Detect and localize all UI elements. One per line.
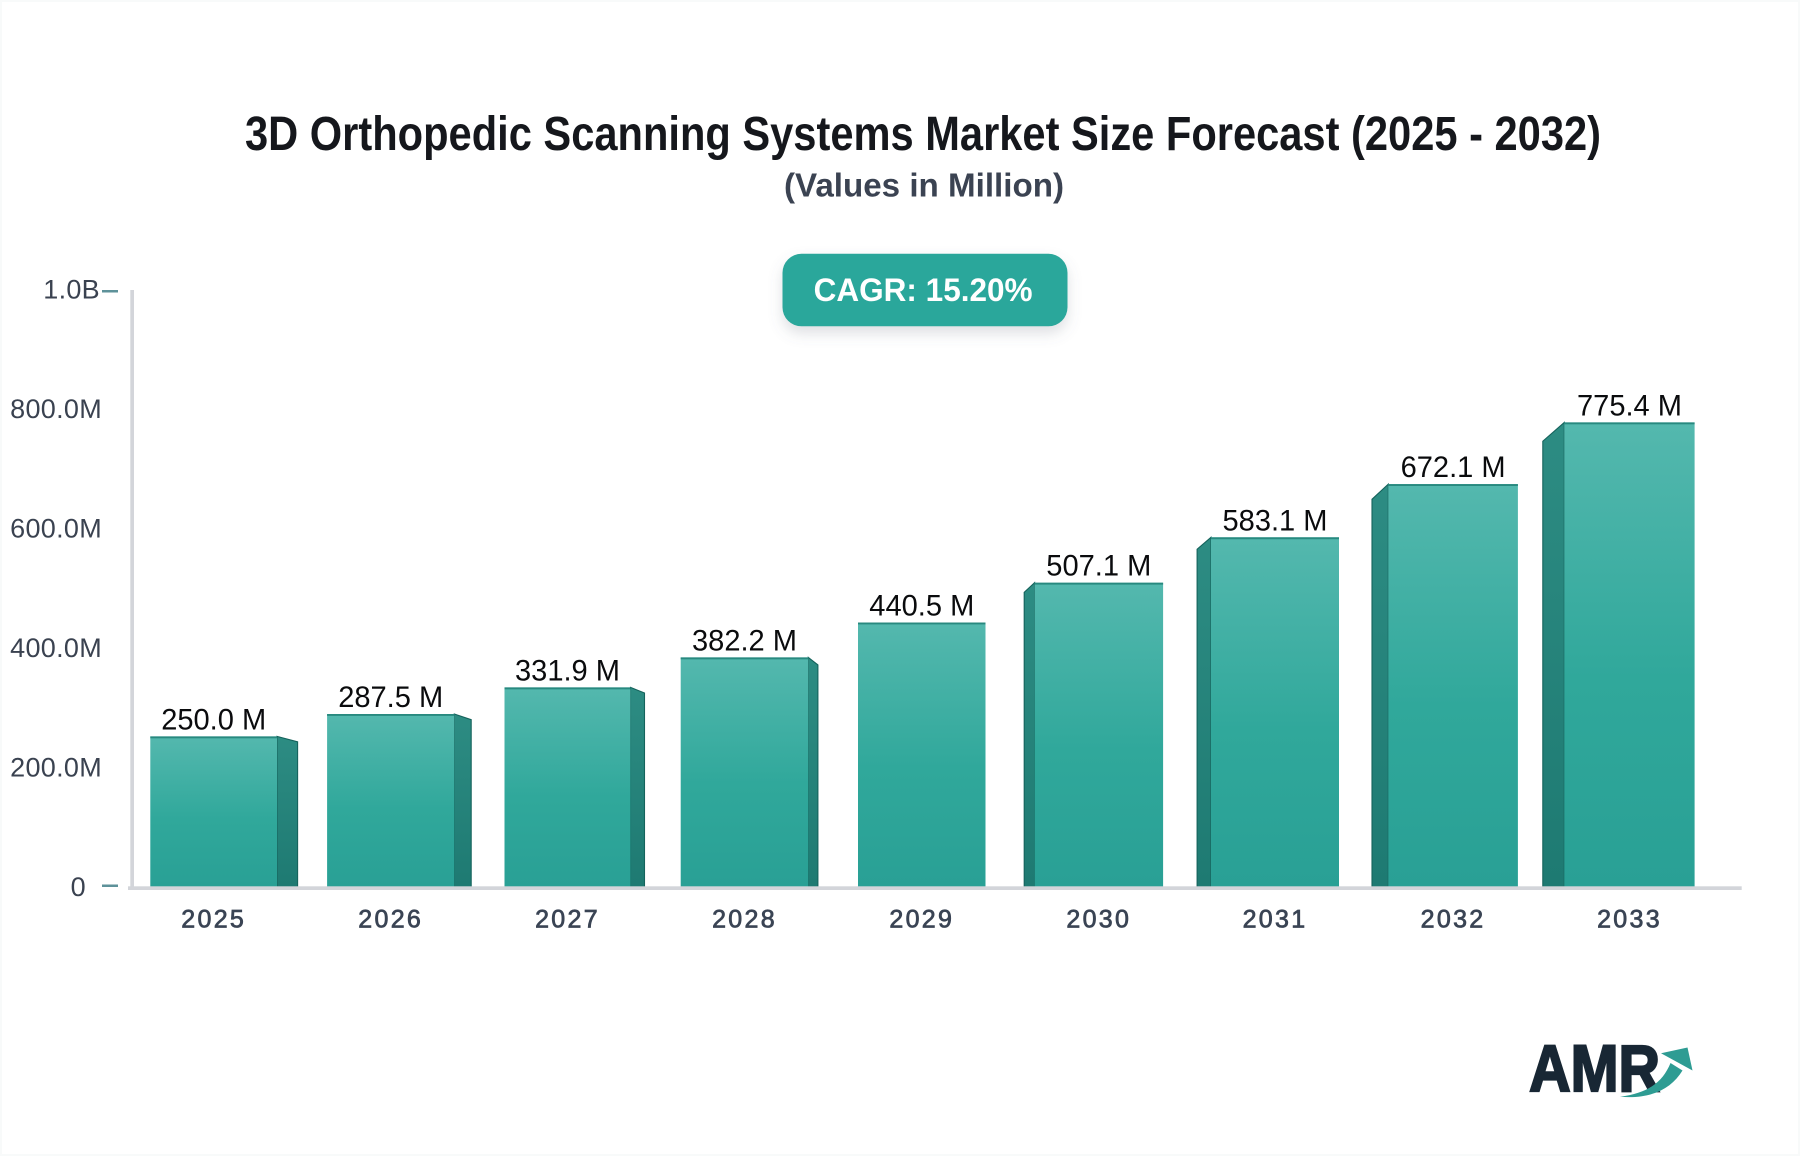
- svg-text:800.0M: 800.0M: [10, 394, 102, 424]
- svg-text:440.5 M: 440.5 M: [869, 590, 974, 623]
- svg-text:2032: 2032: [1421, 905, 1486, 933]
- svg-text:1.0B: 1.0B: [43, 274, 100, 304]
- svg-text:(Values in Million): (Values in Million): [784, 167, 1064, 204]
- svg-text:600.0M: 600.0M: [10, 513, 102, 543]
- svg-text:2033: 2033: [1597, 905, 1662, 933]
- svg-text:775.4 M: 775.4 M: [1577, 389, 1682, 422]
- svg-text:2025: 2025: [181, 905, 246, 933]
- svg-text:400.0M: 400.0M: [10, 633, 102, 663]
- svg-text:507.1 M: 507.1 M: [1046, 550, 1151, 583]
- svg-text:0: 0: [71, 872, 86, 902]
- svg-text:672.1 M: 672.1 M: [1401, 451, 1506, 484]
- svg-text:3D Orthopedic Scanning Systems: 3D Orthopedic Scanning Systems Market Si…: [245, 107, 1601, 161]
- svg-text:382.2 M: 382.2 M: [692, 624, 797, 657]
- svg-text:200.0M: 200.0M: [10, 753, 102, 783]
- svg-text:2028: 2028: [712, 905, 777, 933]
- svg-text:331.9 M: 331.9 M: [515, 654, 620, 687]
- svg-text:CAGR: 15.20%: CAGR: 15.20%: [814, 272, 1033, 308]
- svg-text:2027: 2027: [535, 905, 600, 933]
- svg-text:2030: 2030: [1066, 905, 1131, 933]
- svg-text:583.1 M: 583.1 M: [1223, 504, 1328, 537]
- svg-text:2026: 2026: [358, 905, 423, 933]
- svg-text:287.5 M: 287.5 M: [338, 681, 443, 714]
- svg-text:2029: 2029: [889, 905, 954, 933]
- svg-text:2031: 2031: [1243, 905, 1308, 933]
- svg-text:250.0 M: 250.0 M: [161, 703, 266, 736]
